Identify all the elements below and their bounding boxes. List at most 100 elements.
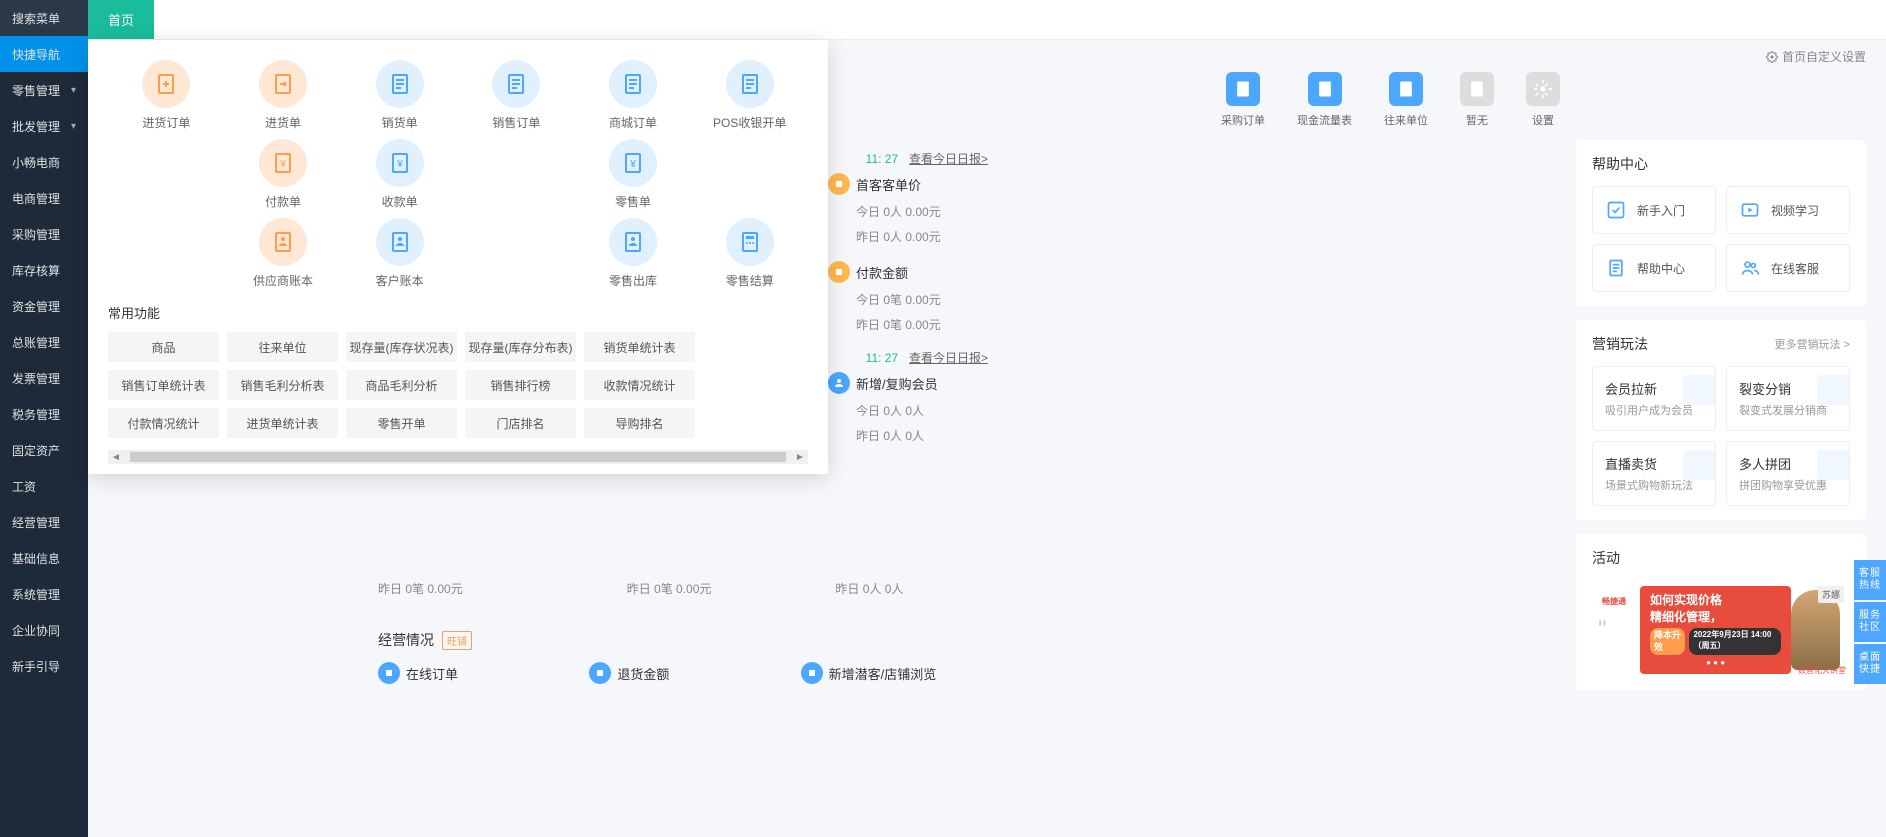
sidebar-item[interactable]: 企业协同: [0, 612, 88, 648]
shortcut-item[interactable]: 设置: [1526, 72, 1560, 128]
float-tab[interactable]: 服务社区: [1854, 602, 1886, 642]
sidebar-item[interactable]: 快捷导航: [0, 36, 88, 72]
scrollbar[interactable]: ◄►: [108, 450, 808, 464]
商城订单-icon[interactable]: [609, 60, 657, 108]
tab-home[interactable]: 首页: [88, 0, 154, 39]
sidebar-item[interactable]: 零售管理▾: [0, 72, 88, 108]
svg-text:¥: ¥: [629, 159, 636, 170]
sidebar-item[interactable]: 总账管理: [0, 324, 88, 360]
stat-title: 付款金额: [856, 263, 908, 282]
scroll-thumb[interactable]: [130, 452, 786, 462]
marketing-more-link[interactable]: 更多营销玩法 >: [1775, 336, 1850, 352]
help-item[interactable]: 帮助中心: [1592, 244, 1716, 292]
common-btn[interactable]: 进货单统计表: [227, 408, 338, 438]
banner-headline: 如何实现价格 精细化管理， 降本升效 2022年9月23日 14:00（周五） …: [1640, 586, 1791, 674]
help-item-label: 新手入门: [1637, 202, 1685, 219]
scroll-left-icon[interactable]: ◄: [110, 452, 122, 463]
sidebar-item[interactable]: 电商管理: [0, 180, 88, 216]
flow-label: 销售订单: [492, 114, 540, 131]
零售结算-icon[interactable]: [726, 218, 774, 266]
common-btn[interactable]: 往来单位: [227, 332, 338, 362]
sidebar-item[interactable]: 资金管理: [0, 288, 88, 324]
common-btn[interactable]: 商品: [108, 332, 219, 362]
客户账本-icon[interactable]: [376, 218, 424, 266]
common-btn[interactable]: 商品毛利分析: [346, 370, 457, 400]
quote-icon: ": [1598, 616, 1607, 644]
进货单-icon[interactable]: [259, 60, 307, 108]
零售出库-icon[interactable]: [609, 218, 657, 266]
stat-line: 昨日 0笔 0.00元: [627, 580, 712, 597]
scroll-right-icon[interactable]: ►: [794, 452, 806, 463]
零售单-icon[interactable]: ¥: [609, 139, 657, 187]
flow-label: 付款单: [265, 193, 301, 210]
custom-settings-link[interactable]: 首页自定义设置: [1766, 48, 1866, 65]
stat-line: 昨日 0笔 0.00元: [828, 316, 988, 333]
common-btn[interactable]: 销货单统计表: [584, 332, 695, 362]
sidebar-item[interactable]: 小畅电商: [0, 144, 88, 180]
common-btn[interactable]: 销售毛利分析表: [227, 370, 338, 400]
供应商账本-icon[interactable]: [259, 218, 307, 266]
shortcut-item[interactable]: 暂无: [1460, 72, 1494, 128]
flow-label: 零售出库: [609, 272, 657, 289]
sidebar-item[interactable]: 系统管理: [0, 576, 88, 612]
common-btn[interactable]: 付款情况统计: [108, 408, 219, 438]
brand-mark: 畅捷通: [1602, 596, 1626, 607]
shortcut-label: 暂无: [1466, 112, 1488, 128]
report-link[interactable]: 查看今日日报>: [909, 152, 988, 166]
common-btn[interactable]: 现存量(库存分布表): [465, 332, 576, 362]
report-link[interactable]: 查看今日日报>: [909, 351, 988, 365]
help-item[interactable]: 新手入门: [1592, 186, 1716, 234]
activity-card: 活动 畅捷通 " 如何实现价格 精细化管理， 降本升效 2022年9月23日 1…: [1576, 534, 1866, 690]
activity-banner[interactable]: 畅捷通 " 如何实现价格 精细化管理， 降本升效 2022年9月23日 14:0…: [1592, 580, 1850, 680]
common-btn[interactable]: 现存量(库存状况表): [346, 332, 457, 362]
marketing-card: 营销玩法 更多营销玩法 > 会员拉新吸引用户成为会员裂变分销裂变式发展分销商直播…: [1576, 320, 1866, 520]
sidebar-item[interactable]: 基础信息: [0, 540, 88, 576]
svg-text:¥: ¥: [279, 159, 286, 170]
help-card: 帮助中心 新手入门视频学习帮助中心在线客服: [1576, 140, 1866, 306]
help-item[interactable]: 在线客服: [1726, 244, 1850, 292]
common-btn[interactable]: 销售排行榜: [465, 370, 576, 400]
sidebar-item[interactable]: 搜索菜单: [0, 0, 88, 36]
flow-label: 销货单: [382, 114, 418, 131]
收款单-icon[interactable]: ¥: [376, 139, 424, 187]
sidebar-item[interactable]: 工资: [0, 468, 88, 504]
common-btn[interactable]: 门店排名: [465, 408, 576, 438]
gear-icon: [1526, 72, 1560, 106]
marketing-item[interactable]: 直播卖货场景式购物新玩法: [1592, 441, 1716, 506]
float-tabs: 客服热线服务社区桌面快捷: [1854, 560, 1886, 684]
svg-text:¥: ¥: [396, 159, 403, 170]
marketing-item[interactable]: 多人拼团拼团购物享受优惠: [1726, 441, 1850, 506]
flow-label: POS收银开单: [713, 114, 786, 131]
shortcut-item[interactable]: 采购订单: [1221, 72, 1265, 128]
marketing-item[interactable]: 裂变分销裂变式发展分销商: [1726, 366, 1850, 431]
sidebar-item[interactable]: 库存核算: [0, 252, 88, 288]
common-btn[interactable]: 销售订单统计表: [108, 370, 219, 400]
进货订单-icon[interactable]: [142, 60, 190, 108]
float-tab[interactable]: 客服热线: [1854, 560, 1886, 600]
sidebar-item[interactable]: 发票管理: [0, 360, 88, 396]
销货单-icon[interactable]: [376, 60, 424, 108]
sidebar-item[interactable]: 采购管理: [0, 216, 88, 252]
flow-label: 供应商账本: [253, 272, 313, 289]
sidebar-item[interactable]: 固定资产: [0, 432, 88, 468]
common-btn[interactable]: 收款情况统计: [584, 370, 695, 400]
POS收银开单-icon[interactable]: [726, 60, 774, 108]
common-btn[interactable]: 零售开单: [346, 408, 457, 438]
sidebar-item[interactable]: 税务管理: [0, 396, 88, 432]
stat-line: 今日 0人 0.00元: [828, 203, 988, 220]
销售订单-icon[interactable]: [492, 60, 540, 108]
help-item-label: 视频学习: [1771, 202, 1819, 219]
float-tab[interactable]: 桌面快捷: [1854, 644, 1886, 684]
付款单-icon[interactable]: ¥: [259, 139, 307, 187]
common-btn[interactable]: 导购排名: [584, 408, 695, 438]
marketing-item[interactable]: 会员拉新吸引用户成为会员: [1592, 366, 1716, 431]
stats-time: 11: 27: [866, 351, 898, 365]
shortcut-label: 设置: [1532, 112, 1554, 128]
sidebar-item[interactable]: 经营管理: [0, 504, 88, 540]
sidebar-item[interactable]: 新手引导: [0, 648, 88, 684]
sidebar-item[interactable]: 批发管理▾: [0, 108, 88, 144]
help-item[interactable]: 视频学习: [1726, 186, 1850, 234]
customer-icon: [828, 173, 850, 195]
shortcut-item[interactable]: 往来单位: [1384, 72, 1428, 128]
shortcut-item[interactable]: 现金流量表: [1297, 72, 1352, 128]
